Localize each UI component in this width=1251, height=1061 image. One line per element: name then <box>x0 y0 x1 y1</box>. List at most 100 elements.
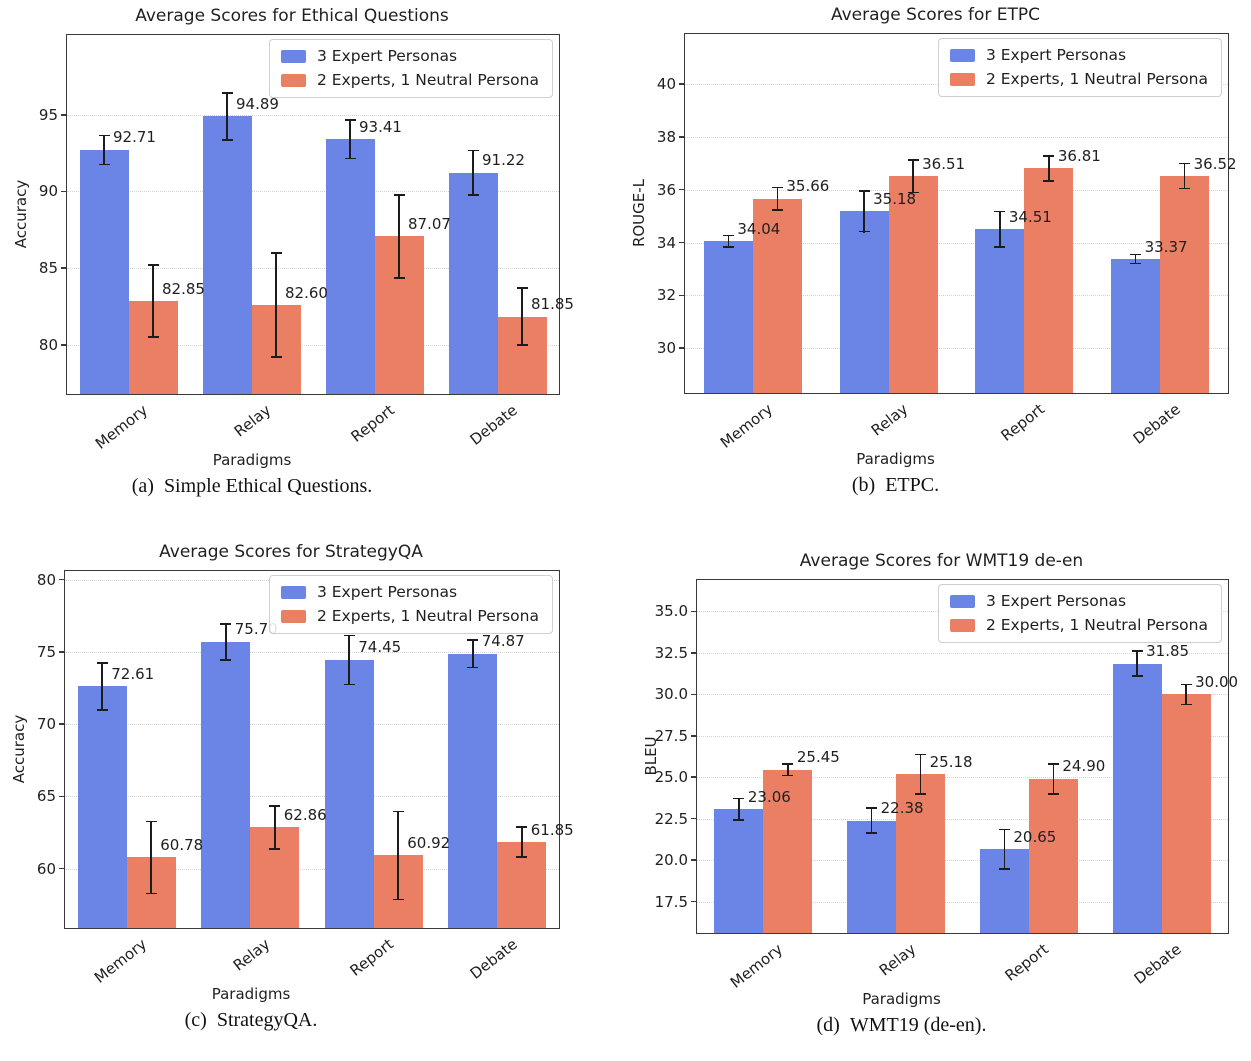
caption-text: ETPC. <box>885 474 940 496</box>
y-tick-label: 34 <box>656 233 676 252</box>
value-label: 62.86 <box>283 805 327 824</box>
legend-label: 2 Experts, 1 Neutral Persona <box>985 615 1208 634</box>
error-bar <box>1003 828 1006 870</box>
error-bar-cap-bottom <box>915 793 927 795</box>
legend-label: 2 Experts, 1 Neutral Persona <box>985 69 1208 88</box>
error-bar <box>1136 650 1138 677</box>
gridline <box>67 344 559 346</box>
y-tick-label: 30 <box>656 339 676 358</box>
error-bar-cap-top <box>722 234 734 237</box>
y-tick-label: 65 <box>36 787 56 806</box>
error-bar <box>273 805 276 850</box>
error-bar <box>919 753 922 795</box>
bar-relay-series1 <box>201 641 251 928</box>
error-bar-cap-bottom <box>516 344 528 346</box>
caption-index: (d) <box>816 1014 840 1036</box>
bar-relay-series1 <box>202 116 252 394</box>
error-bar-cap-top <box>1047 763 1059 765</box>
caption-text: StrategyQA. <box>216 1009 318 1031</box>
y-tick-label: 36 <box>656 180 676 199</box>
value-label: 81.85 <box>531 295 574 314</box>
error-bar <box>787 763 789 777</box>
y-tick-label: 30.0 <box>654 685 688 704</box>
value-label: 33.37 <box>1144 237 1188 256</box>
x-tick-label: Relay <box>231 401 275 441</box>
value-label: 20.65 <box>1013 827 1057 846</box>
legend-item: 3 Expert Personas <box>949 47 1208 64</box>
subfigure-caption: (a) Simple Ethical Questions. <box>0 475 558 498</box>
bar-report-series1 <box>975 229 1025 393</box>
error-bar-cap-top <box>733 797 745 800</box>
y-tick-mark <box>58 578 64 581</box>
error-bar-cap-bottom <box>1130 262 1142 265</box>
bar-debate-series2 <box>1160 176 1210 393</box>
gridline <box>697 860 1228 862</box>
value-label: 74.87 <box>481 632 525 651</box>
y-tick-label: 90 <box>38 182 58 201</box>
value-label: 60.92 <box>407 833 451 852</box>
y-tick-mark <box>58 867 64 870</box>
caption-text: Simple Ethical Questions. <box>163 475 373 497</box>
y-tick-label: 75 <box>36 642 56 661</box>
error-bar <box>1052 763 1055 795</box>
legend-swatch <box>949 595 975 609</box>
value-label: 36.51 <box>922 154 966 173</box>
bar-debate-series2 <box>1161 694 1211 933</box>
value-label: 93.41 <box>359 117 402 136</box>
x-axis-label: Paradigms <box>856 450 935 468</box>
bar-debate-series1 <box>448 653 498 928</box>
error-bar <box>1134 253 1137 265</box>
error-bar-cap-bottom <box>722 246 734 249</box>
y-tick-label: 40 <box>656 75 676 94</box>
plot-area: 60 65 70 75 80 72.61 75.70 74.45 74.87 60.78 62.86… <box>37 570 574 987</box>
y-tick-mark <box>60 267 66 269</box>
plot-area: 17.5 20.0 22.5 25.0 27.5 30.0 32.5 35.0 23.06 22.… <box>655 579 1238 992</box>
value-label: 25.45 <box>796 748 840 767</box>
legend-swatch <box>949 618 975 632</box>
error-bar-cap-bottom <box>1047 793 1059 795</box>
x-tick-label: Memory <box>92 401 152 453</box>
x-tick-label: Debate <box>1130 940 1185 988</box>
error-bar-cap-bottom <box>269 848 281 850</box>
error-bar-cap-bottom <box>467 194 479 196</box>
legend-item: 2 Experts, 1 Neutral Persona <box>949 69 1208 88</box>
x-axis-label: Paradigms <box>862 990 941 1008</box>
y-tick-label: 22.5 <box>654 809 688 828</box>
y-tick-mark <box>58 651 64 653</box>
caption-text: WMT19 (de-en). <box>849 1014 987 1036</box>
error-bar-cap-top <box>866 807 878 809</box>
error-bar-cap-bottom <box>782 774 794 777</box>
error-bar <box>397 810 400 901</box>
error-bar-cap-top <box>98 134 110 137</box>
y-tick-mark <box>60 344 66 346</box>
error-bar <box>152 264 154 338</box>
error-bar-cap-top <box>994 210 1006 213</box>
error-bar-cap-top <box>269 805 281 807</box>
error-bar-cap-top <box>1131 650 1143 653</box>
y-tick-label: 32 <box>656 286 676 305</box>
y-axis-label: ROUGE-L <box>630 178 648 247</box>
error-bar-cap-bottom <box>98 163 110 166</box>
y-tick-mark <box>678 83 684 85</box>
subfigure-caption: (b) ETPC. <box>564 474 1227 497</box>
y-tick-label: 20.0 <box>654 851 688 870</box>
value-label: 72.61 <box>111 664 155 683</box>
value-label: 25.18 <box>929 752 973 771</box>
y-axis-label: Accuracy <box>10 714 28 783</box>
y-tick-mark <box>690 900 696 903</box>
error-bar-cap-bottom <box>771 208 783 211</box>
value-label: 82.60 <box>285 283 328 302</box>
y-tick-label: 70 <box>36 715 56 734</box>
error-bar-cap-top <box>392 810 404 813</box>
x-tick-label: Report <box>346 935 397 980</box>
legend: 3 Expert Personas 2 Experts, 1 Neutral Pe… <box>268 39 553 98</box>
y-tick-label: 25.0 <box>654 768 688 787</box>
gridline <box>697 818 1228 820</box>
value-label: 35.66 <box>786 177 830 196</box>
bar-report-series2 <box>1028 778 1078 933</box>
error-bar-cap-top <box>145 820 157 823</box>
error-bar-cap-top <box>516 287 528 289</box>
error-bar <box>776 186 779 211</box>
legend-label: 3 Expert Personas <box>985 592 1127 610</box>
